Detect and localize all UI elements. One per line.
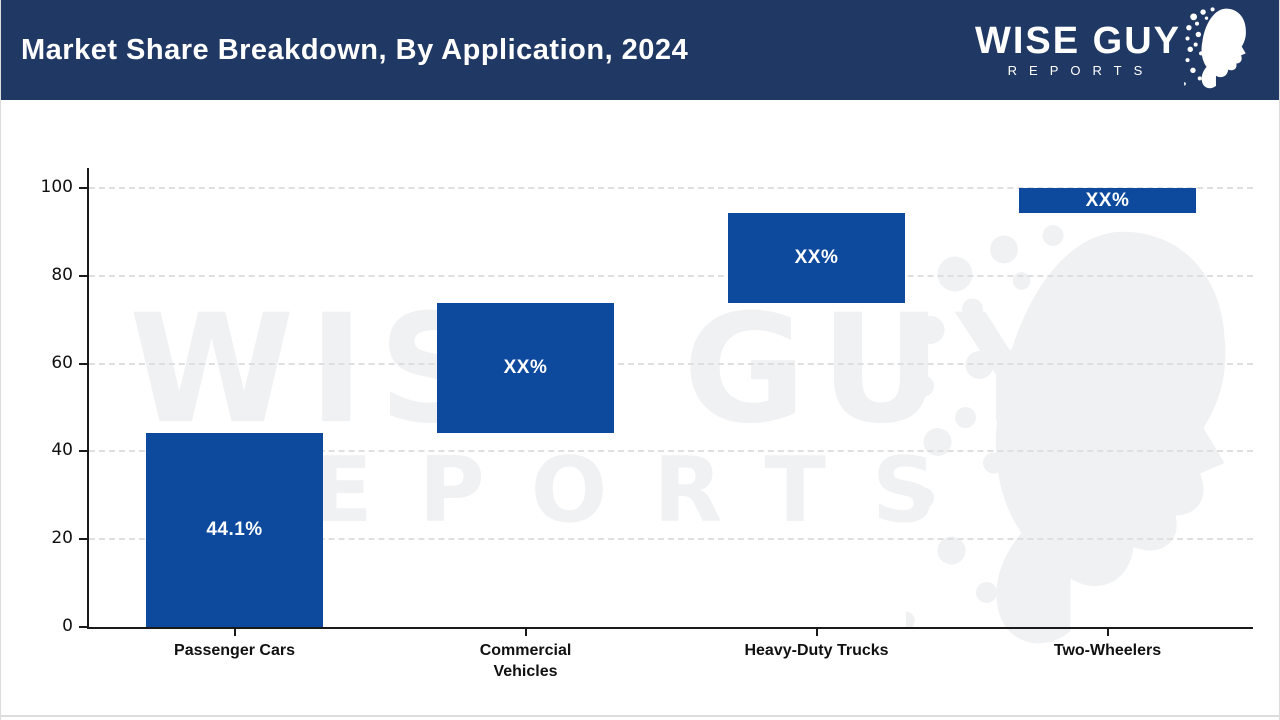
x-tick-commercial-vehicles bbox=[524, 629, 527, 636]
y-tick-label-80: 80 bbox=[51, 264, 73, 285]
bar-value-label-heavy-duty-trucks: XX% bbox=[794, 247, 839, 269]
y-tick-60 bbox=[79, 362, 87, 365]
bar-commercial-vehicles: XX% bbox=[437, 303, 614, 434]
y-tick-label-40: 40 bbox=[51, 440, 73, 461]
x-tick-two-wheelers bbox=[1106, 629, 1109, 636]
y-tick-label-60: 60 bbox=[51, 352, 73, 373]
bar-passenger-cars: 44.1% bbox=[146, 433, 323, 627]
bar-two-wheelers: XX% bbox=[1019, 188, 1196, 214]
x-tick-label-heavy-duty-trucks: Heavy-Duty Trucks bbox=[744, 642, 889, 659]
x-tick-label-passenger-cars: Passenger Cars bbox=[174, 642, 295, 659]
chart-title: Market Share Breakdown, By Application, … bbox=[21, 33, 689, 66]
gridline-60 bbox=[89, 362, 1253, 365]
y-tick-80 bbox=[79, 274, 87, 277]
wiseguy-head-icon bbox=[1183, 6, 1253, 94]
x-tick-passenger-cars bbox=[233, 629, 236, 636]
bar-value-label-commercial-vehicles: XX% bbox=[503, 357, 548, 379]
gridline-100 bbox=[89, 187, 1253, 189]
gridline-80 bbox=[89, 274, 1253, 277]
y-axis-spine bbox=[87, 168, 89, 629]
y-tick-100 bbox=[79, 187, 87, 189]
x-axis-spine bbox=[87, 627, 1253, 629]
header: Market Share Breakdown, By Application, … bbox=[1, 0, 1279, 100]
y-tick-40 bbox=[79, 450, 87, 453]
wiseguy-logo: WISE GUY REPORTS bbox=[975, 6, 1253, 94]
y-tick-20 bbox=[79, 538, 87, 541]
y-tick-label-100: 100 bbox=[40, 177, 73, 197]
bar-value-label-two-wheelers: XX% bbox=[1085, 189, 1130, 211]
gridline-40 bbox=[89, 450, 1253, 453]
x-tick-label-two-wheelers: Two-Wheelers bbox=[1053, 642, 1162, 659]
x-tick-heavy-duty-trucks bbox=[815, 629, 818, 636]
bottom-divider bbox=[1, 715, 1279, 717]
logo-subtitle: REPORTS bbox=[1007, 63, 1155, 78]
bar-value-label-passenger-cars: 44.1% bbox=[206, 519, 263, 541]
gridline-20 bbox=[89, 538, 1253, 541]
y-tick-label-0: 0 bbox=[62, 616, 73, 636]
x-tick-label-commercial-vehicles: Commercial Vehicles bbox=[479, 642, 572, 680]
logo-text: WISE GUY REPORTS bbox=[975, 22, 1181, 78]
watermark-head-icon bbox=[886, 218, 1276, 673]
y-tick-0 bbox=[79, 626, 87, 628]
logo-wordmark: WISE GUY bbox=[974, 20, 1181, 62]
bar-heavy-duty-trucks: XX% bbox=[728, 213, 905, 304]
y-tick-label-20: 20 bbox=[51, 528, 73, 549]
